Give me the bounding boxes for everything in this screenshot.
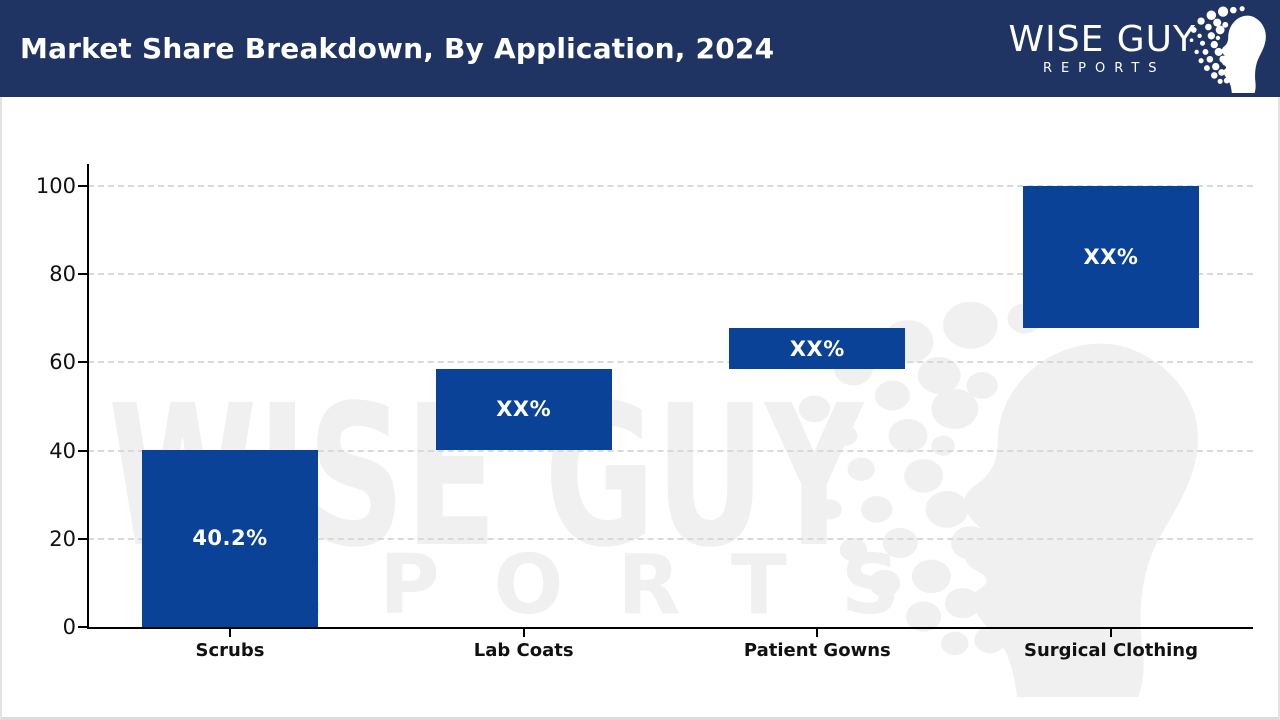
y-tick-80 xyxy=(78,273,87,276)
bar-value-label-patient-gowns: XX% xyxy=(789,336,845,361)
x-axis-label-scrubs: Scrubs xyxy=(195,640,265,661)
gridline-60 xyxy=(88,361,1253,364)
x-axis-label-surgical-clothing: Surgical Clothing xyxy=(1024,640,1198,661)
y-tick-60 xyxy=(78,361,87,364)
x-tick-surgical-clothing xyxy=(1110,629,1112,637)
logo-wordmark-block: WISE GUY REPORTS xyxy=(1008,18,1197,76)
logo-subtext: REPORTS xyxy=(1042,60,1166,76)
wise-guy-reports-logo: WISE GUY REPORTS xyxy=(1009,3,1271,95)
y-axis-line xyxy=(87,163,89,629)
x-axis-label-patient-gowns: Patient Gowns xyxy=(743,640,891,661)
bar-value-label-lab-coats: XX% xyxy=(496,397,552,422)
y-tick-100 xyxy=(78,185,87,187)
x-axis-label-lab-coats: Lab Coats xyxy=(473,640,574,661)
x-tick-lab-coats xyxy=(522,629,525,637)
header-bar: Market Share Breakdown, By Application, … xyxy=(0,0,1280,97)
gridline-100 xyxy=(88,185,1253,187)
x-tick-patient-gowns xyxy=(816,629,819,637)
y-tick-20 xyxy=(78,537,87,540)
x-tick-scrubs xyxy=(229,629,231,637)
gridline-40 xyxy=(88,449,1253,452)
bar-value-label-surgical-clothing: XX% xyxy=(1083,245,1139,269)
y-tick-label-40: 40 xyxy=(49,438,76,463)
y-tick-label-20: 20 xyxy=(49,526,76,551)
bar-lab-coats: XX% xyxy=(435,369,612,450)
y-tick-label-0: 0 xyxy=(62,615,76,639)
bar-patient-gowns: XX% xyxy=(729,328,906,369)
bar-surgical-clothing: XX% xyxy=(1023,186,1199,328)
page-title: Market Share Breakdown, By Application, … xyxy=(20,32,775,65)
y-tick-40 xyxy=(78,449,87,452)
y-tick-label-100: 100 xyxy=(35,174,76,198)
gridline-80 xyxy=(88,273,1253,276)
x-axis-line xyxy=(87,627,1253,629)
bar-scrubs: 40.2% xyxy=(142,449,318,627)
bar-value-label-scrubs: 40.2% xyxy=(192,526,268,551)
gridline-20 xyxy=(88,537,1253,540)
logo-wordmark: WISE GUY xyxy=(1008,18,1196,60)
y-tick-0 xyxy=(78,626,87,628)
y-tick-label-80: 80 xyxy=(49,262,76,287)
y-tick-label-60: 60 xyxy=(49,350,76,375)
